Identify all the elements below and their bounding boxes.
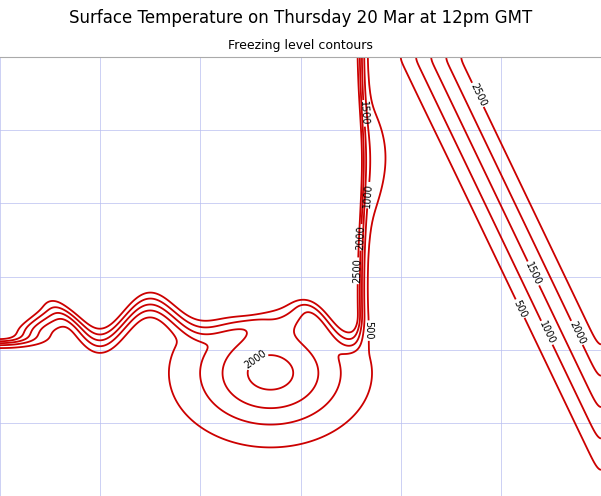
Text: 2000: 2000	[356, 225, 367, 250]
Text: Surface Temperature on Thursday 20 Mar at 12pm GMT: Surface Temperature on Thursday 20 Mar a…	[69, 9, 532, 27]
Text: 2000: 2000	[243, 348, 269, 371]
Text: 2000: 2000	[567, 319, 587, 346]
Text: 500: 500	[511, 298, 529, 319]
Text: 2500: 2500	[353, 258, 363, 283]
Text: 1500: 1500	[523, 260, 543, 287]
Text: 2500: 2500	[468, 81, 488, 108]
Text: 1500: 1500	[358, 101, 370, 126]
Text: 1000: 1000	[362, 183, 374, 208]
Text: 1000: 1000	[537, 319, 557, 346]
Text: Freezing level contours: Freezing level contours	[228, 39, 373, 52]
Text: 500: 500	[364, 321, 374, 340]
